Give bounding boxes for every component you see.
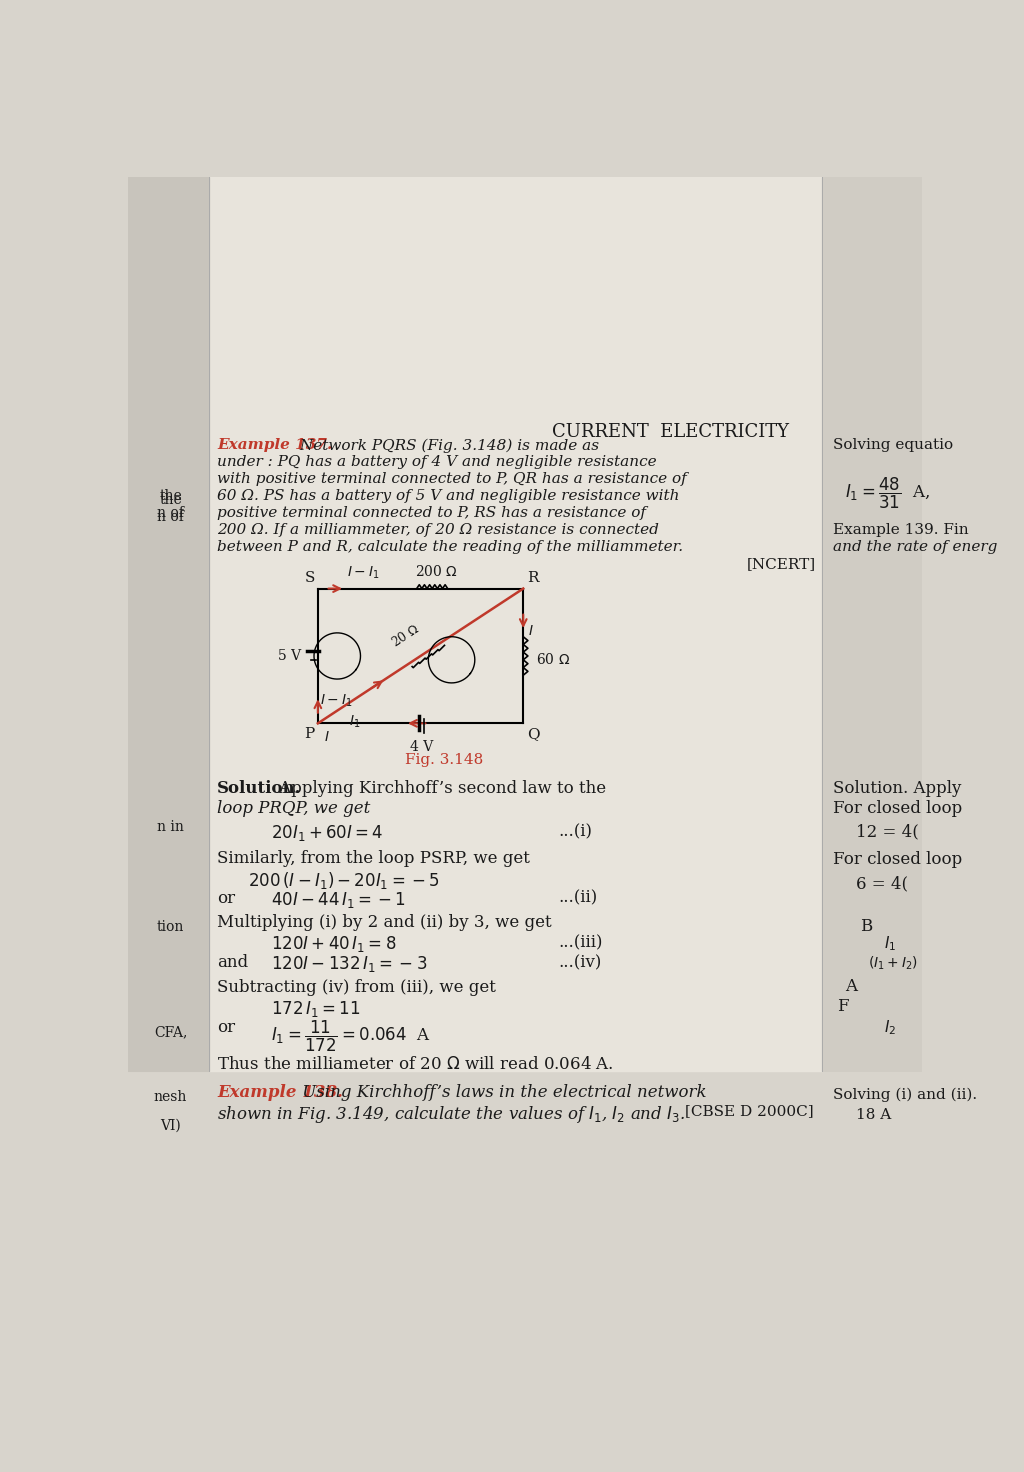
Text: Fig. 3.148: Fig. 3.148 [404,752,483,767]
Text: A: A [845,979,857,995]
Text: S: S [304,571,314,584]
Text: [NCERT]: [NCERT] [748,556,816,571]
Text: Thus the milliameter of 20 $\Omega$ will read 0.064 A.: Thus the milliameter of 20 $\Omega$ will… [217,1055,613,1073]
Text: Multiplying (i) by 2 and (ii) by 3, we get: Multiplying (i) by 2 and (ii) by 3, we g… [217,914,552,932]
Text: VI): VI) [160,1119,181,1133]
Text: Example 139. Fin: Example 139. Fin [834,523,969,537]
Text: $I$: $I$ [324,730,330,743]
Polygon shape [608,177,922,415]
Text: tion: tion [157,920,184,935]
Text: Similarly, from the loop PSRP, we get: Similarly, from the loop PSRP, we get [217,849,530,867]
Text: $I_1$: $I_1$ [349,712,360,730]
Text: $I_1$: $I_1$ [884,935,896,952]
Text: $120I + 40\,I_1 = 8$: $120I + 40\,I_1 = 8$ [271,935,397,954]
Text: with positive terminal connected to P, QR has a resistance of: with positive terminal connected to P, Q… [217,473,687,486]
Text: n in: n in [158,820,184,833]
Text: n of: n of [158,506,184,520]
Text: $I_1 = \dfrac{11}{172} = 0.064$  A: $I_1 = \dfrac{11}{172} = 0.064$ A [271,1019,431,1054]
Text: loop PRQP, we get: loop PRQP, we get [217,799,371,817]
Text: ...(i): ...(i) [558,823,592,841]
Bar [128,177,655,403]
Text: Using Kirchhoff’s laws in the electrical network: Using Kirchhoff’s laws in the electrical… [297,1083,707,1101]
Text: 200 Ω. If a milliammeter, of 20 Ω resistance is connected: 200 Ω. If a milliammeter, of 20 Ω resist… [217,523,659,537]
Text: and: and [217,954,248,972]
Text: Solution. Apply: Solution. Apply [834,780,962,796]
Text: 60 Ω. PS has a battery of 5 V and negligible resistance with: 60 Ω. PS has a battery of 5 V and neglig… [217,489,680,503]
Text: CURRENT  ELECTRICITY: CURRENT ELECTRICITY [552,422,790,442]
Text: nesh: nesh [154,1089,187,1104]
Text: $I_1 = \dfrac{48}{31}$  A,: $I_1 = \dfrac{48}{31}$ A, [845,475,930,511]
Text: 200 $\Omega$: 200 $\Omega$ [415,564,458,580]
Text: and the rate of energ: and the rate of energ [834,540,997,553]
Text: [CBSE D 2000C]: [CBSE D 2000C] [685,1104,814,1117]
Text: 20 $\Omega$: 20 $\Omega$ [388,621,422,649]
Text: shown in Fig. 3.149, calculate the values of $I_1$, $I_2$ and $I_3$.: shown in Fig. 3.149, calculate the value… [217,1104,685,1125]
Text: $I-I_1$: $I-I_1$ [321,692,352,710]
Text: 5 V: 5 V [278,649,301,662]
Text: 4 V: 4 V [411,740,434,754]
Text: the: the [160,493,182,508]
Text: between P and R, calculate the reading of the milliammeter.: between P and R, calculate the reading o… [217,540,683,553]
Text: 6 = 4(: 6 = 4( [856,874,908,892]
Bar [128,177,209,1072]
Text: Subtracting (iv) from (iii), we get: Subtracting (iv) from (iii), we get [217,979,496,997]
Text: CFA,: CFA, [154,1025,187,1039]
Bar [821,177,922,1072]
Text: or: or [217,889,236,907]
Text: $172\,I_1 = 11$: $172\,I_1 = 11$ [271,999,360,1019]
Polygon shape [461,177,693,403]
Text: For closed loop: For closed loop [834,851,963,868]
Text: n of: n of [158,511,184,524]
Text: Network PQRS (Fig. 3.148) is made as: Network PQRS (Fig. 3.148) is made as [295,439,599,453]
Text: ...(iii): ...(iii) [558,935,603,951]
Text: Solving equatio: Solving equatio [834,439,953,452]
Text: Solving (i) and (ii).: Solving (i) and (ii). [834,1088,977,1103]
Text: $(I_1+I_2)$: $(I_1+I_2)$ [868,954,919,972]
Text: ...(ii): ...(ii) [558,889,597,907]
Text: ...(iv): ...(iv) [558,954,601,972]
Text: $120I - 132\,I_1 = -3$: $120I - 132\,I_1 = -3$ [271,954,428,974]
Text: 60 $\Omega$: 60 $\Omega$ [536,652,569,667]
Bar [128,177,922,415]
Text: $20I_1 + 60I = 4$: $20I_1 + 60I = 4$ [271,823,384,843]
Text: Applying Kirchhoff’s second law to the: Applying Kirchhoff’s second law to the [273,780,606,796]
Text: $200\,(I - I_1) - 20I_1 = -5$: $200\,(I - I_1) - 20I_1 = -5$ [248,870,440,891]
Text: $40I - 44\,I_1 = -1$: $40I - 44\,I_1 = -1$ [271,889,407,910]
Text: $I_2$: $I_2$ [884,1019,896,1036]
Text: or: or [217,1019,236,1036]
Text: $I-I_1$: $I-I_1$ [347,564,380,581]
Text: 18 A: 18 A [856,1107,892,1122]
Text: F: F [838,998,849,1016]
Text: positive terminal connected to P, RS has a resistance of: positive terminal connected to P, RS has… [217,506,646,520]
Text: 12 = 4(: 12 = 4( [856,823,920,841]
Text: For closed loop: For closed loop [834,799,963,817]
Text: Q: Q [527,727,540,742]
Text: the: the [160,489,182,503]
Text: under : PQ has a battery of 4 V and negligible resistance: under : PQ has a battery of 4 V and negl… [217,455,656,470]
Text: $I$: $I$ [528,624,534,637]
Text: P: P [304,727,314,742]
Text: Example 138.: Example 138. [217,1083,343,1101]
Text: Example 137.: Example 137. [217,439,333,452]
Text: Solution.: Solution. [217,780,302,796]
Bar [128,177,922,1072]
Text: R: R [527,571,539,584]
Text: B: B [860,919,872,935]
